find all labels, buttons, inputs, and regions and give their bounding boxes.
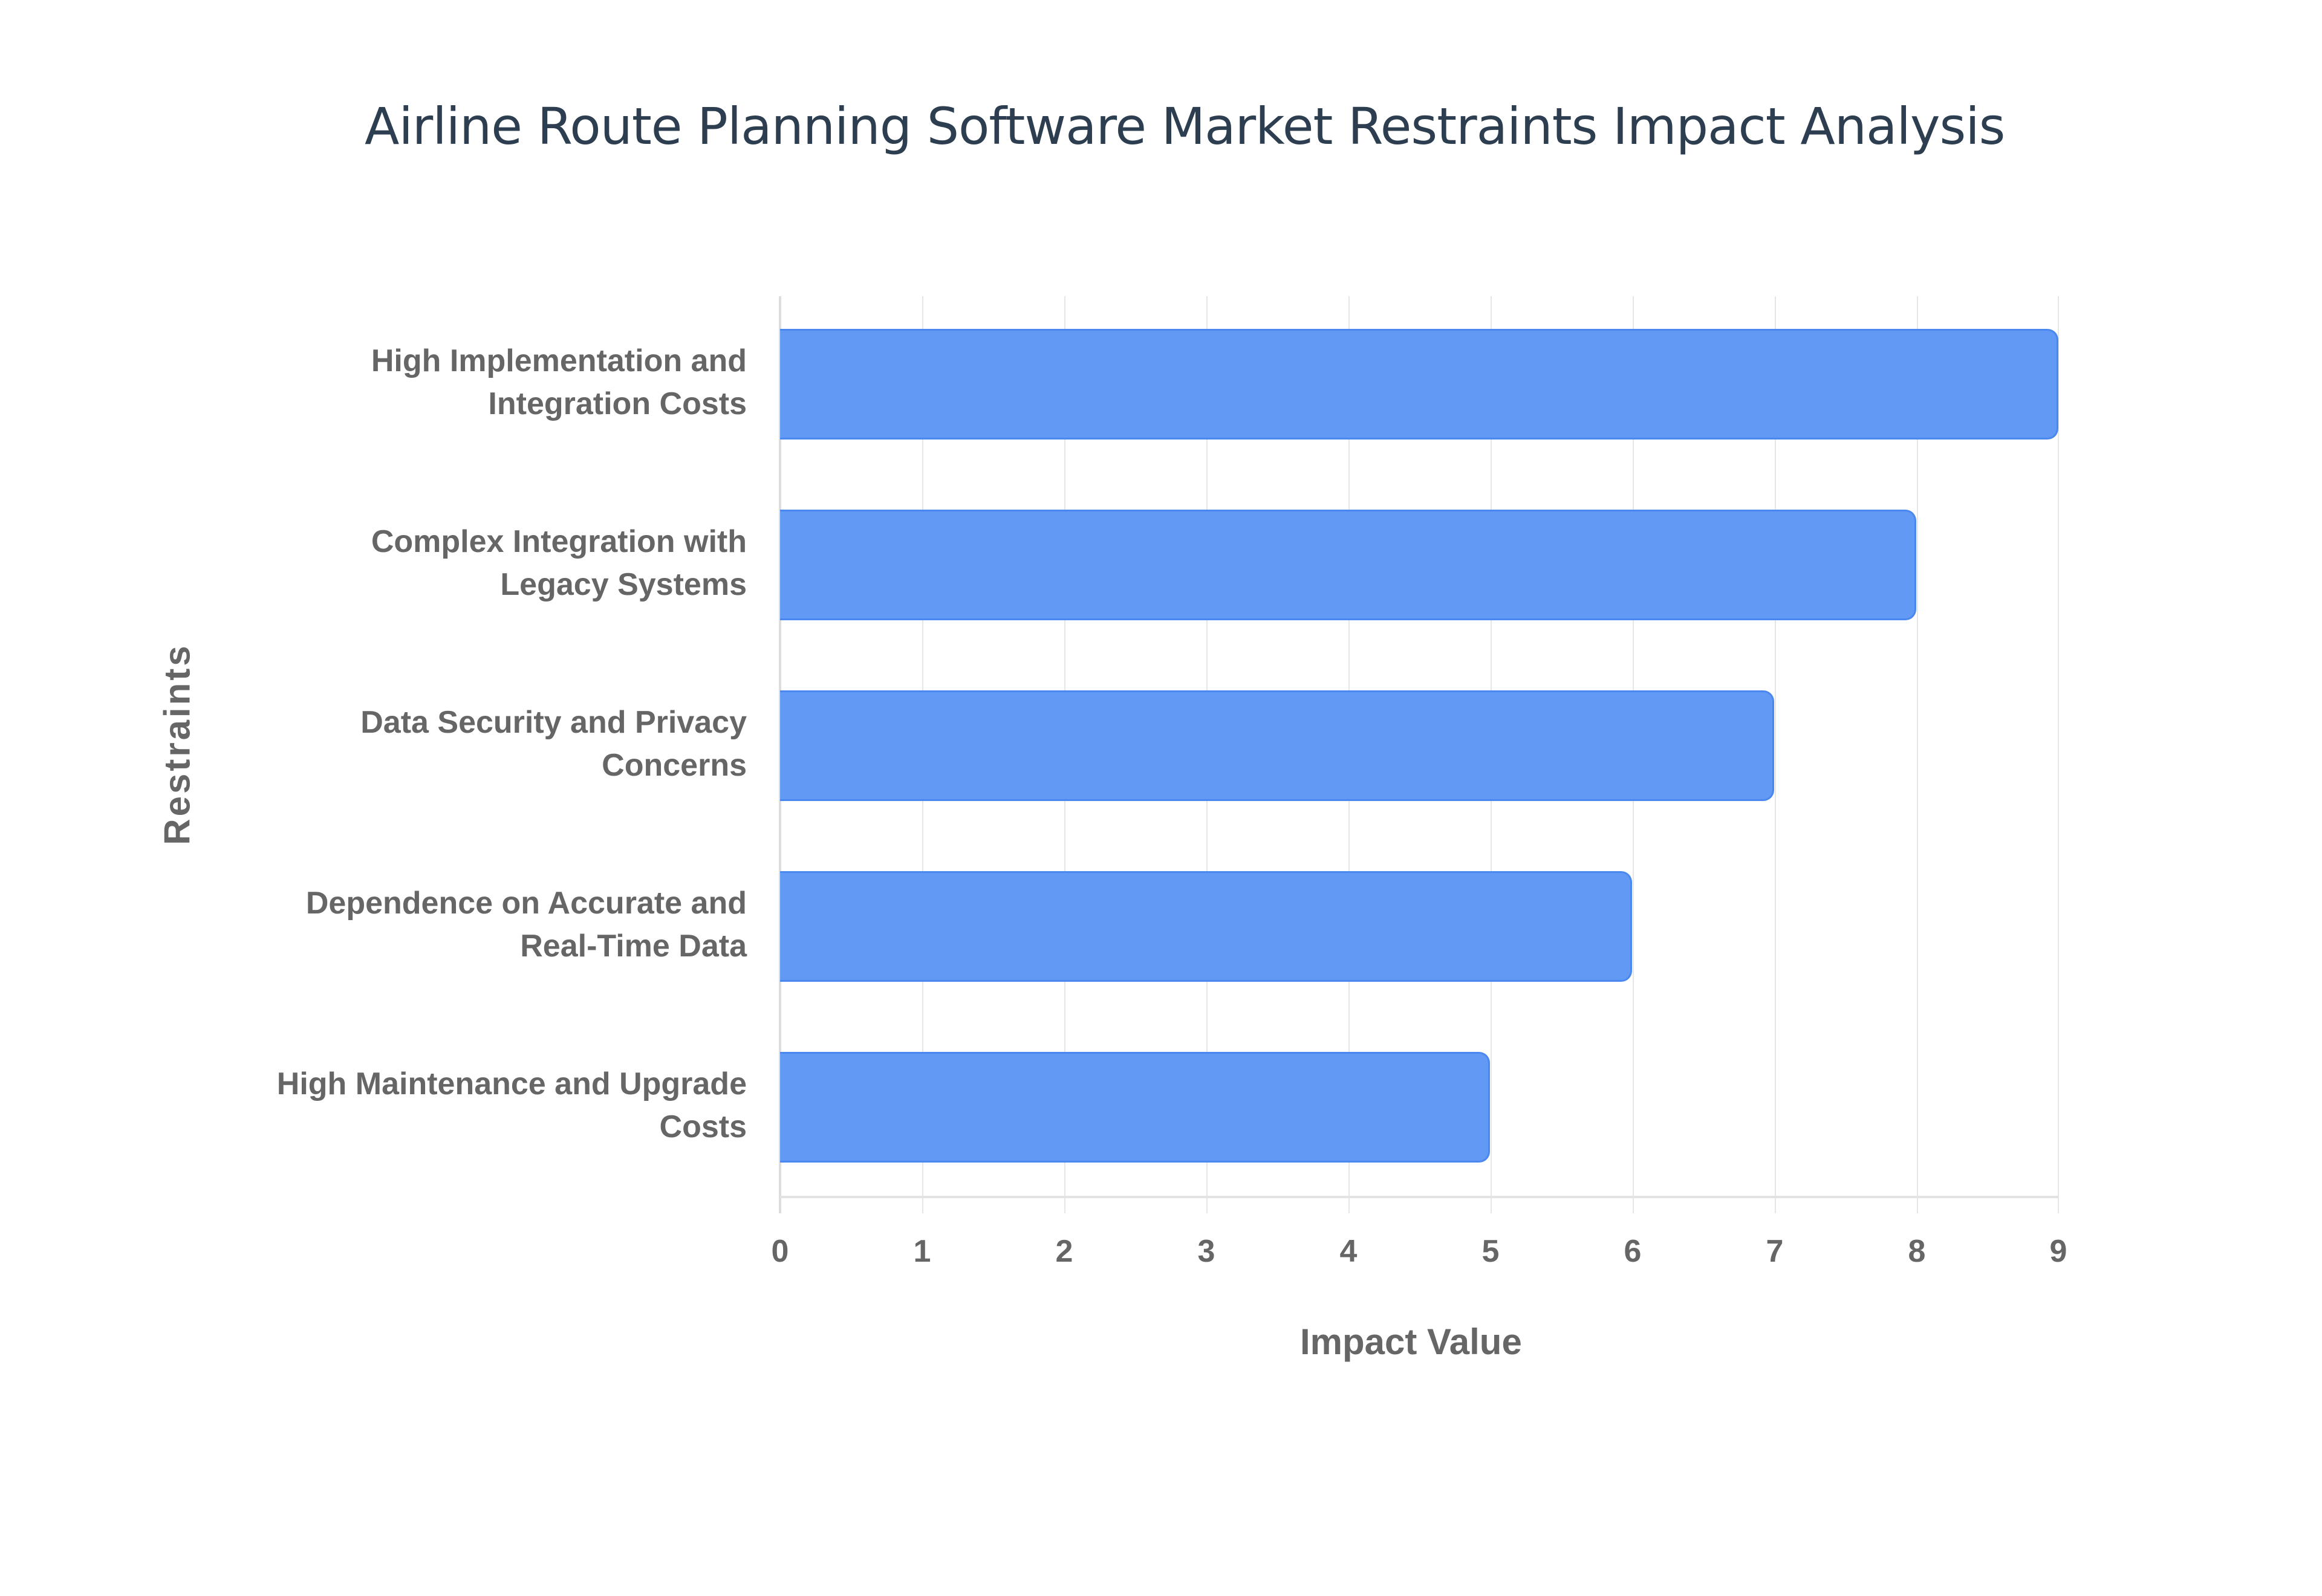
bar-high-maintenance[interactable]: [780, 1052, 1490, 1163]
category-label: High Maintenance and Upgrade Costs: [203, 1063, 747, 1149]
category-label: High Implementation and Integration Cost…: [203, 340, 747, 426]
bar-high-implementation-costs[interactable]: [780, 329, 2058, 440]
category-label-line: Legacy Systems: [500, 567, 747, 602]
plot-area: [779, 296, 2059, 1213]
x-axis-line: [780, 1196, 2058, 1198]
gridline: [2058, 296, 2059, 1213]
x-tick-label: 5: [1481, 1234, 1500, 1269]
chart-title: Airline Route Planning Software Market R…: [365, 97, 2005, 156]
x-tick-label: 1: [913, 1234, 931, 1269]
category-label: Data Security and Privacy Concerns: [203, 701, 747, 787]
bar-data-security[interactable]: [780, 690, 1774, 801]
category-label-line: Real-Time Data: [520, 929, 747, 964]
x-tick-label: 2: [1055, 1234, 1073, 1269]
category-label-line: High Implementation and: [371, 343, 747, 378]
x-tick-label: 6: [1624, 1234, 1642, 1269]
category-label: Dependence on Accurate and Real-Time Dat…: [203, 882, 747, 968]
bar-dependence-data[interactable]: [780, 871, 1632, 982]
bar-complex-integration[interactable]: [780, 510, 1916, 620]
y-axis-title: Restraints: [157, 643, 198, 845]
x-tick-label: 4: [1339, 1234, 1358, 1269]
x-tick-label: 0: [771, 1234, 789, 1269]
x-tick-label: 9: [2049, 1234, 2067, 1269]
x-tick-label: 8: [1908, 1234, 1926, 1269]
x-tick-label: 3: [1197, 1234, 1215, 1269]
gridline: [1917, 296, 1918, 1213]
category-label-line: Data Security and Privacy: [360, 705, 747, 740]
x-axis-title: Impact Value: [1300, 1322, 1522, 1362]
category-label-line: Dependence on Accurate and: [305, 886, 747, 921]
category-label-line: Complex Integration with: [371, 524, 747, 559]
category-label-line: Costs: [659, 1109, 747, 1144]
category-label-line: Integration Costs: [488, 386, 747, 421]
x-tick-label: 7: [1766, 1234, 1784, 1269]
category-label-line: High Maintenance and Upgrade: [276, 1066, 747, 1101]
gridline: [1775, 296, 1776, 1213]
category-label: Complex Integration with Legacy Systems: [203, 521, 747, 606]
category-label-line: Concerns: [602, 748, 747, 783]
